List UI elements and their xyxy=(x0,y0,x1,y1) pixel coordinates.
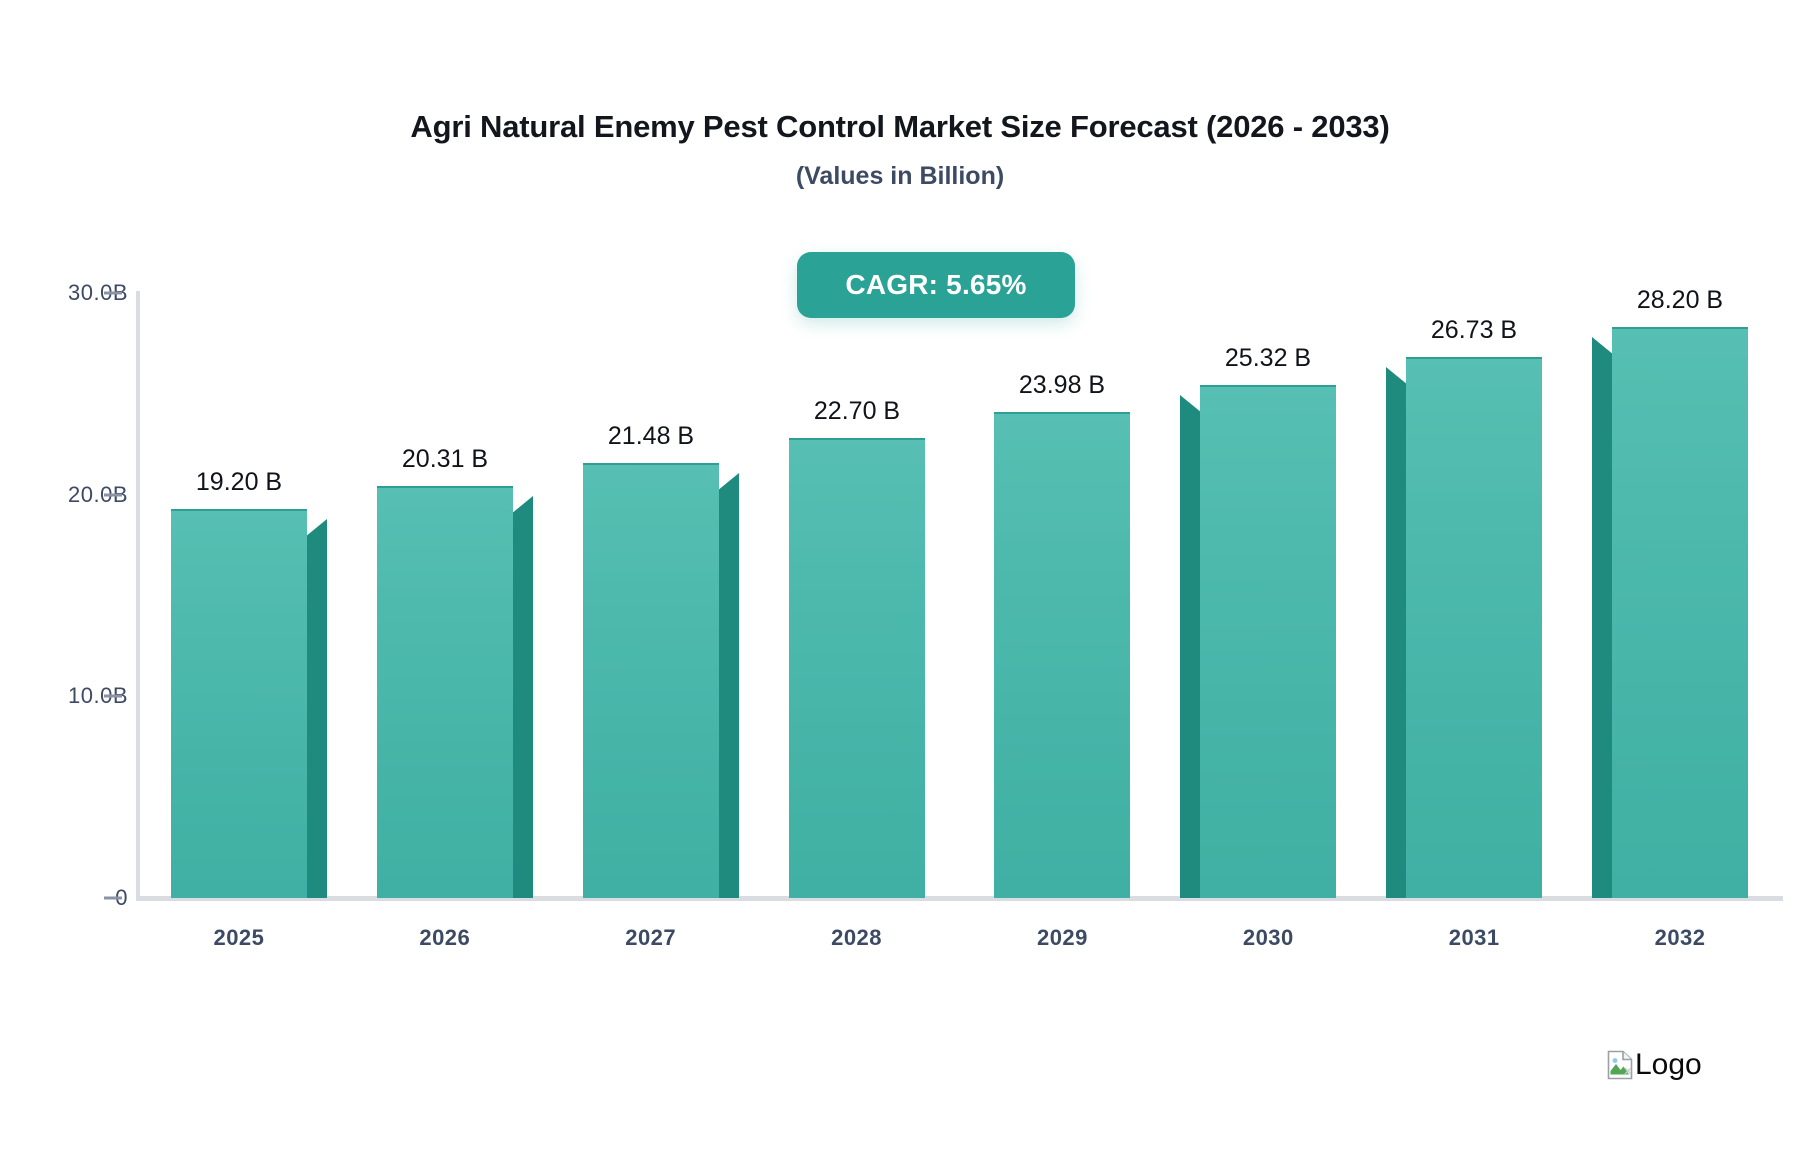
bar-front-face xyxy=(994,412,1130,898)
bar-value-label: 25.32 B xyxy=(1224,344,1312,372)
x-axis-label-2032: 2032 xyxy=(1654,925,1706,950)
bar-side-face xyxy=(511,496,533,898)
bar-value-label: 21.48 B xyxy=(607,422,695,450)
x-axis-label-2028: 2028 xyxy=(831,925,883,950)
bar-2027: 21.48 B xyxy=(583,422,739,898)
bar-front-face xyxy=(377,486,513,898)
bar-2032: 28.20 B xyxy=(1592,286,1748,898)
logo-block: Logo xyxy=(1607,1050,1702,1080)
cagr-badge-label: CAGR: 5.65% xyxy=(845,269,1027,300)
bar-value-label: 23.98 B xyxy=(1018,371,1106,399)
bar-front-face xyxy=(1200,385,1336,898)
bar-value-label: 26.73 B xyxy=(1430,316,1518,344)
broken-image-icon xyxy=(1607,1050,1633,1080)
x-axis-label-2025: 2025 xyxy=(213,925,265,950)
y-axis-tick-mark xyxy=(104,896,122,900)
bar-value-label: 28.20 B xyxy=(1636,286,1724,314)
x-axis-label-2027: 2027 xyxy=(625,925,677,950)
bar-side-face xyxy=(1386,367,1408,898)
bar-front-face xyxy=(1406,357,1542,898)
bar-side-face xyxy=(1592,337,1614,898)
x-axis-label-2026: 2026 xyxy=(419,925,471,950)
x-axis-line xyxy=(136,896,1783,901)
bar-value-label: 22.70 B xyxy=(813,397,901,425)
bar-front-face xyxy=(789,438,925,898)
x-axis-label-2030: 2030 xyxy=(1242,925,1294,950)
bar-2031: 26.73 B xyxy=(1386,316,1542,898)
y-axis-tick-mark xyxy=(104,291,122,295)
bar-side-face xyxy=(717,473,739,898)
bar-2025: 19.20 B xyxy=(171,468,327,898)
title-block: Agri Natural Enemy Pest Control Market S… xyxy=(0,108,1800,191)
bar-side-face xyxy=(305,519,327,898)
logo-alt-text: Logo xyxy=(1635,1048,1702,1081)
bar-front-face xyxy=(1612,327,1748,898)
y-axis-tick-mark xyxy=(104,694,122,698)
bar-2029: 23.98 B xyxy=(994,371,1130,898)
x-axis-label-2031: 2031 xyxy=(1448,925,1500,950)
bar-front-face xyxy=(171,509,307,898)
bar-2030: 25.32 B xyxy=(1180,344,1336,898)
x-axis-label-2029: 2029 xyxy=(1036,925,1088,950)
bar-value-label: 19.20 B xyxy=(195,468,283,496)
bar-front-face xyxy=(583,463,719,898)
bar-2028: 22.70 B xyxy=(789,397,925,898)
bar-value-label: 20.31 B xyxy=(401,445,489,473)
bar-side-face xyxy=(1180,395,1202,898)
cagr-badge: CAGR: 5.65% xyxy=(797,252,1075,318)
bar-2026: 20.31 B xyxy=(377,445,533,898)
y-axis-line xyxy=(136,291,140,900)
page-title: Agri Natural Enemy Pest Control Market S… xyxy=(410,109,1390,144)
y-axis-tick-mark xyxy=(104,493,122,497)
chart-subtitle: (Values in Billion) xyxy=(795,162,1005,191)
